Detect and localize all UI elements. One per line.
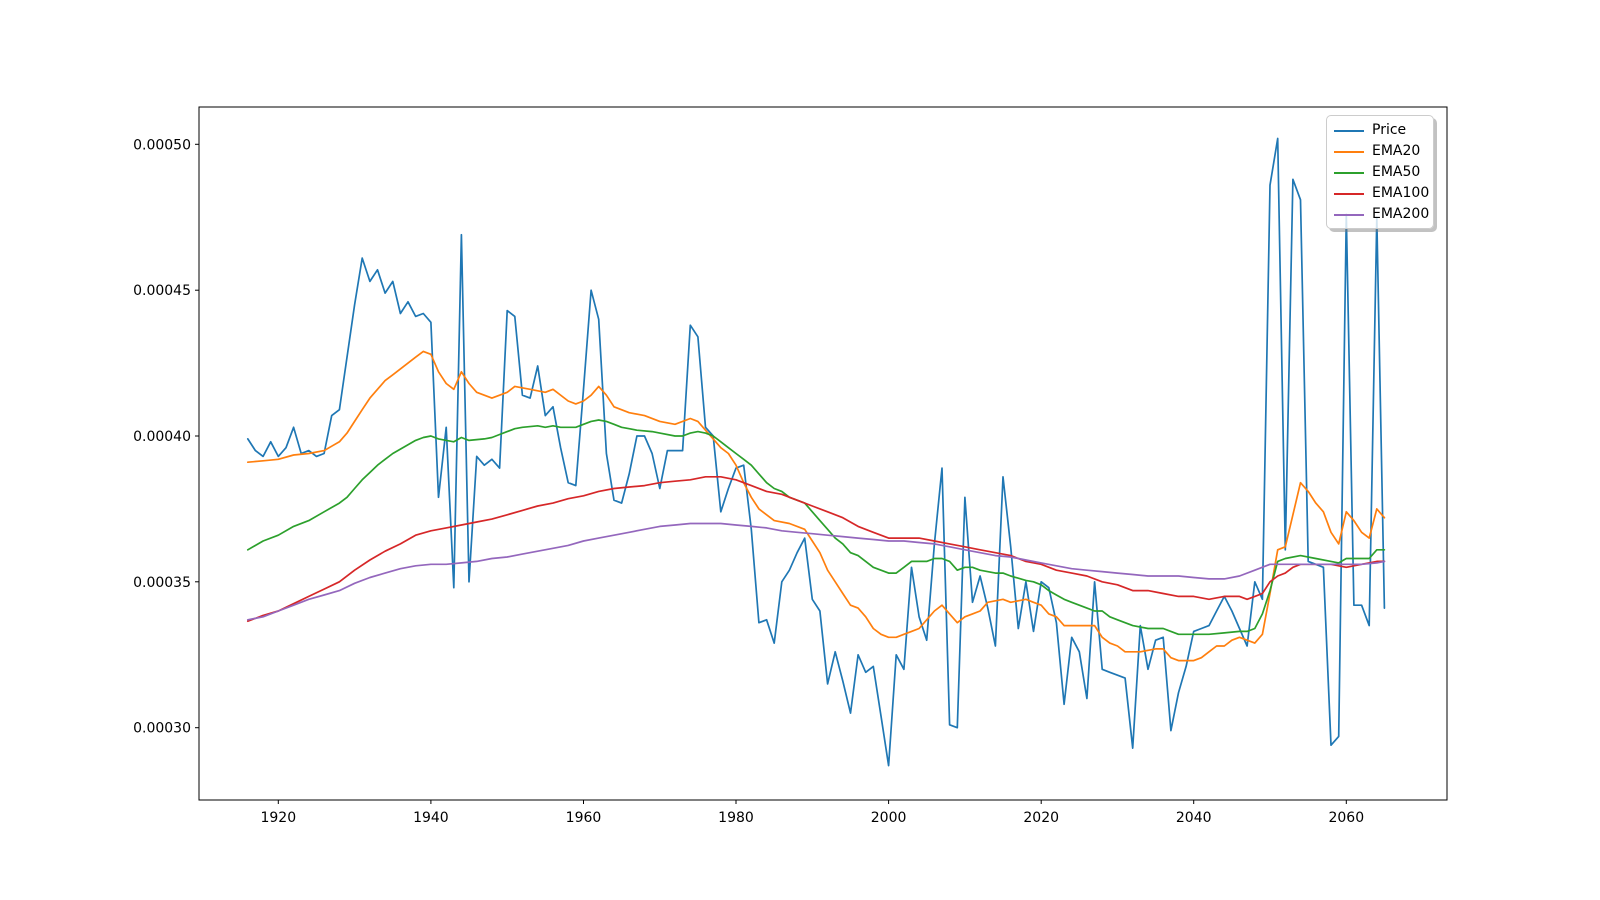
legend-entry-price: Price bbox=[1327, 120, 1433, 141]
ema100-line-swatch-icon bbox=[1334, 192, 1364, 195]
series-lines bbox=[246, 137, 1386, 767]
series-line-ema200 bbox=[246, 522, 1386, 621]
x-tick-label: 2060 bbox=[1328, 810, 1364, 826]
y-tick-label: 0.00040 bbox=[133, 429, 191, 445]
y-axis-ticks: 0.00030 0.00035 0.00040 0.00045 0.00050 bbox=[133, 137, 199, 737]
axes-frame bbox=[198, 106, 1448, 801]
x-tick-label: 1960 bbox=[566, 810, 602, 826]
legend-label-ema20: EMA20 bbox=[1372, 143, 1421, 159]
legend-entry-ema100: EMA100 bbox=[1327, 183, 1433, 204]
legend-entry-ema20: EMA20 bbox=[1327, 141, 1433, 162]
price-line-swatch-icon bbox=[1334, 129, 1364, 132]
legend-entry-ema200: EMA200 bbox=[1327, 204, 1433, 225]
legend: Price EMA20 EMA50 EMA100 EMA200 bbox=[1326, 115, 1434, 229]
legend-label-price: Price bbox=[1372, 122, 1407, 138]
legend-entry-ema50: EMA50 bbox=[1327, 162, 1433, 183]
series-line-ema100 bbox=[246, 475, 1386, 623]
series-line-ema50 bbox=[246, 419, 1386, 636]
legend-label-ema200: EMA200 bbox=[1372, 206, 1430, 222]
x-tick-label: 2020 bbox=[1023, 810, 1059, 826]
x-axis-ticks: 1920 1940 1960 1980 2000 2020 2040 2060 bbox=[260, 800, 1364, 826]
ema200-line-swatch-icon bbox=[1334, 213, 1364, 216]
y-tick-label: 0.00050 bbox=[133, 137, 191, 153]
ema50-line-swatch-icon bbox=[1334, 171, 1364, 174]
x-tick-label: 1940 bbox=[413, 810, 449, 826]
ema20-line-swatch-icon bbox=[1334, 150, 1364, 153]
series-line-ema20 bbox=[246, 350, 1386, 662]
y-tick-label: 0.00045 bbox=[133, 283, 191, 299]
x-tick-label: 2040 bbox=[1176, 810, 1212, 826]
x-tick-label: 1980 bbox=[718, 810, 754, 826]
x-tick-label: 2000 bbox=[871, 810, 907, 826]
x-tick-label: 1920 bbox=[260, 810, 296, 826]
legend-label-ema100: EMA100 bbox=[1372, 185, 1430, 201]
series-line-price bbox=[246, 137, 1386, 767]
y-tick-label: 0.00035 bbox=[133, 575, 191, 591]
y-tick-label: 0.00030 bbox=[133, 721, 191, 737]
legend-label-ema50: EMA50 bbox=[1372, 164, 1421, 180]
